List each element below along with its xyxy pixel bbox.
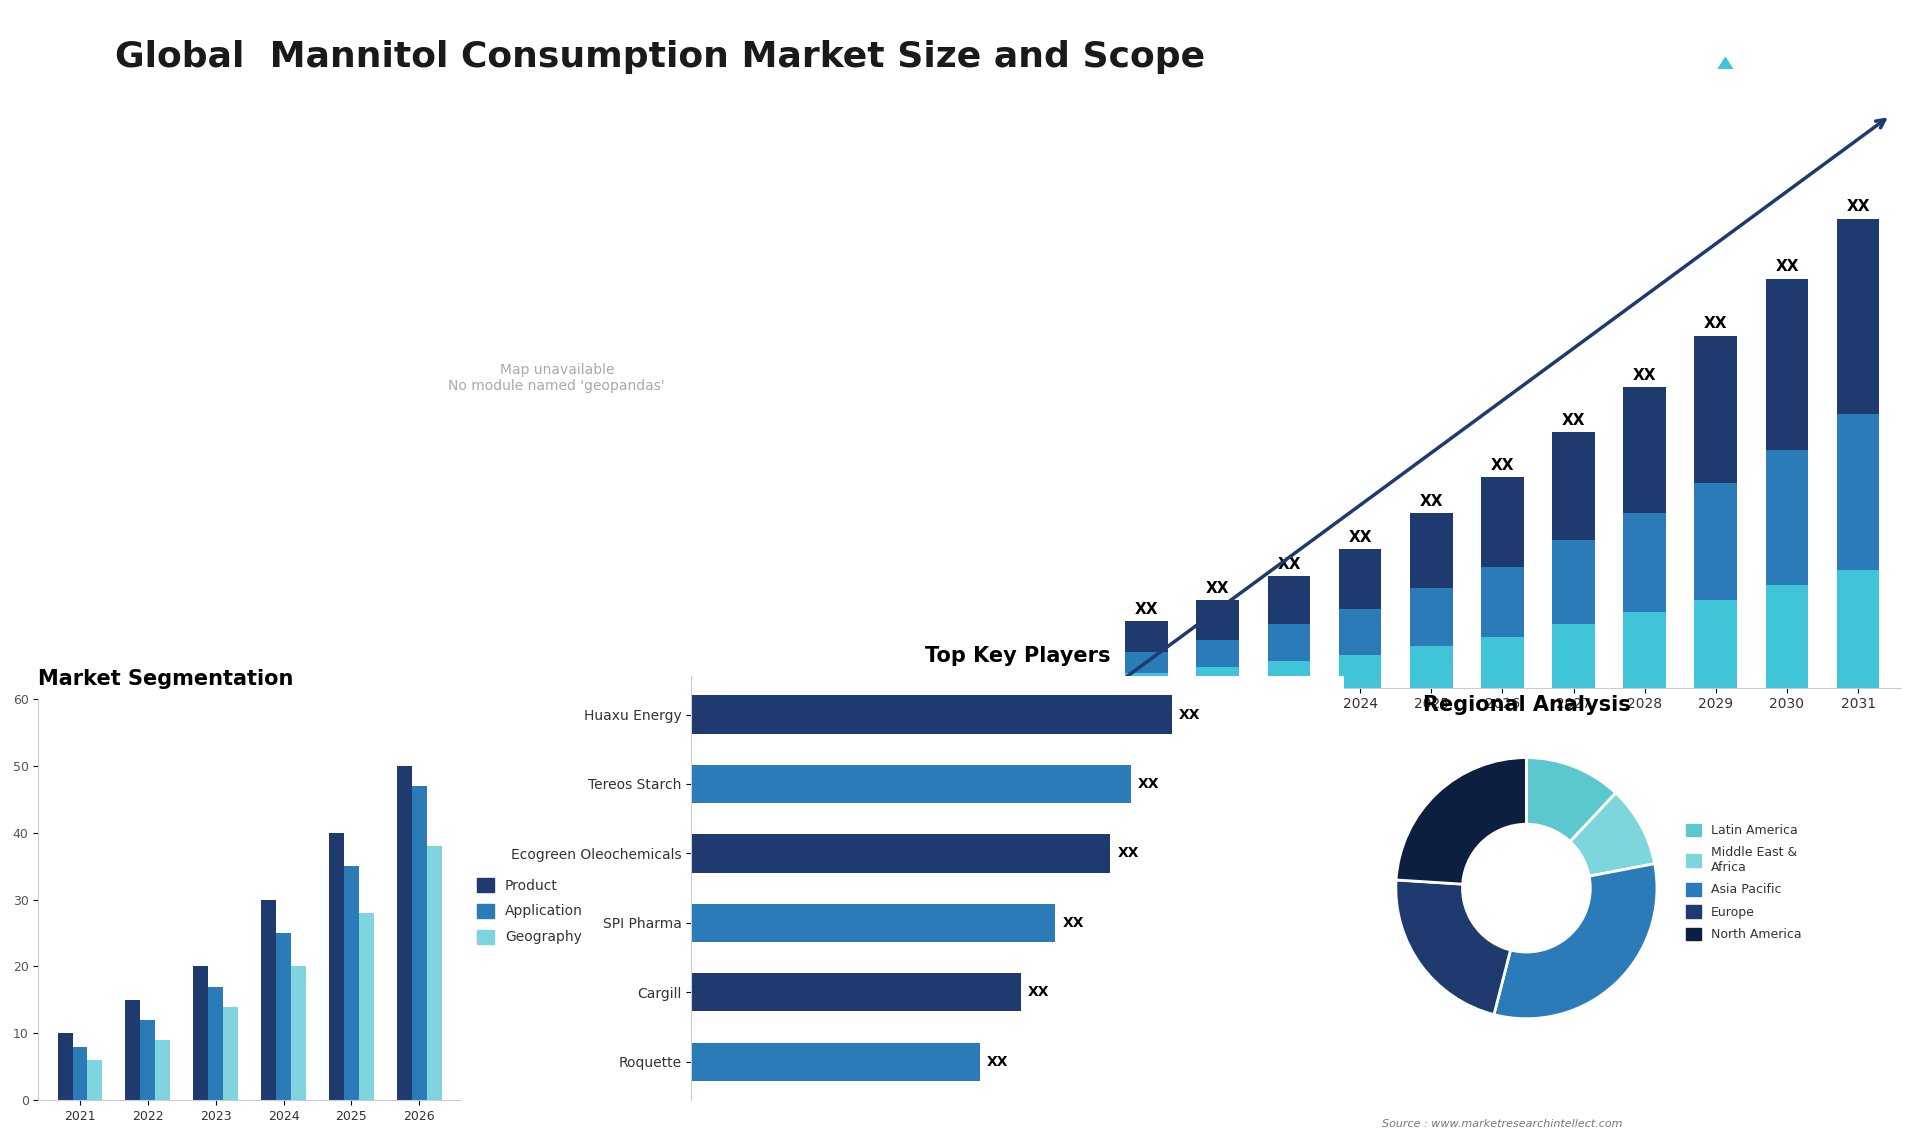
Wedge shape bbox=[1396, 880, 1526, 1014]
Bar bbox=[1837, 571, 1880, 688]
Bar bbox=[691, 904, 1056, 942]
Bar bbox=[292, 966, 305, 1100]
Bar bbox=[261, 900, 276, 1100]
Bar bbox=[1196, 667, 1238, 688]
Bar bbox=[1695, 336, 1738, 484]
Bar bbox=[1409, 588, 1453, 645]
Bar bbox=[1125, 652, 1167, 673]
Bar bbox=[411, 786, 426, 1100]
Polygon shape bbox=[1645, 57, 1728, 124]
Legend: Product, Application, Geography: Product, Application, Geography bbox=[478, 878, 584, 944]
Polygon shape bbox=[1684, 57, 1766, 124]
Bar bbox=[1766, 450, 1809, 586]
Text: XX: XX bbox=[1206, 581, 1229, 596]
Legend: Latin America, Middle East &
Africa, Asia Pacific, Europe, North America: Latin America, Middle East & Africa, Asi… bbox=[1686, 824, 1801, 941]
Text: Map unavailable
No module named 'geopandas': Map unavailable No module named 'geopand… bbox=[449, 363, 664, 393]
Bar bbox=[426, 846, 442, 1100]
Bar bbox=[1338, 610, 1382, 654]
Bar bbox=[1695, 484, 1738, 601]
Text: Global  Mannitol Consumption Market Size and Scope: Global Mannitol Consumption Market Size … bbox=[115, 40, 1206, 74]
Bar bbox=[1338, 549, 1382, 610]
Bar bbox=[1837, 219, 1880, 414]
Bar bbox=[1125, 673, 1167, 688]
Text: XX: XX bbox=[1027, 986, 1050, 999]
Circle shape bbox=[1461, 823, 1592, 953]
Bar bbox=[1837, 414, 1880, 571]
Bar bbox=[1267, 576, 1309, 625]
Bar bbox=[1125, 621, 1167, 652]
Text: XX: XX bbox=[1277, 557, 1300, 572]
Text: XX: XX bbox=[1490, 457, 1515, 472]
Bar bbox=[359, 913, 374, 1100]
Bar bbox=[156, 1041, 171, 1100]
Bar bbox=[125, 999, 140, 1100]
Text: XX: XX bbox=[987, 1054, 1008, 1069]
Wedge shape bbox=[1526, 793, 1655, 888]
Text: XX: XX bbox=[1179, 707, 1200, 722]
Bar bbox=[207, 987, 223, 1100]
Bar bbox=[140, 1020, 156, 1100]
Text: XX: XX bbox=[1062, 916, 1083, 929]
Text: XX: XX bbox=[1632, 368, 1657, 383]
Wedge shape bbox=[1526, 758, 1617, 888]
Bar bbox=[276, 933, 292, 1100]
Bar bbox=[397, 766, 411, 1100]
Text: XX: XX bbox=[1561, 413, 1586, 427]
Text: XX: XX bbox=[1847, 199, 1870, 214]
Bar bbox=[1196, 601, 1238, 639]
Bar bbox=[1622, 513, 1667, 612]
Bar bbox=[1551, 625, 1596, 688]
Bar bbox=[328, 833, 344, 1100]
Bar bbox=[223, 1006, 238, 1100]
Text: XX: XX bbox=[1419, 494, 1444, 509]
Bar bbox=[1480, 636, 1524, 688]
Bar bbox=[691, 696, 1173, 733]
Bar bbox=[1267, 625, 1309, 660]
Bar bbox=[1695, 601, 1738, 688]
Text: XX: XX bbox=[1135, 602, 1158, 617]
Bar bbox=[1409, 645, 1453, 688]
Bar bbox=[691, 834, 1110, 872]
Bar bbox=[1480, 477, 1524, 567]
Text: MARKET
RESEARCH
INTELLECT: MARKET RESEARCH INTELLECT bbox=[1766, 45, 1824, 78]
Text: XX: XX bbox=[1117, 847, 1139, 861]
Bar bbox=[1551, 432, 1596, 541]
Wedge shape bbox=[1396, 758, 1526, 888]
Bar bbox=[1622, 387, 1667, 513]
Text: XX: XX bbox=[1705, 316, 1728, 331]
Bar bbox=[344, 866, 359, 1100]
Bar bbox=[691, 1043, 979, 1081]
Text: XX: XX bbox=[1348, 529, 1373, 544]
Bar bbox=[1338, 654, 1382, 688]
Bar bbox=[88, 1060, 102, 1100]
Text: XX: XX bbox=[1139, 777, 1160, 791]
Bar bbox=[691, 973, 1021, 1012]
Wedge shape bbox=[1494, 864, 1657, 1019]
Bar bbox=[58, 1034, 73, 1100]
Bar bbox=[1766, 586, 1809, 688]
Bar bbox=[1196, 639, 1238, 667]
Bar bbox=[1622, 612, 1667, 688]
Bar bbox=[1480, 567, 1524, 636]
Bar bbox=[1267, 660, 1309, 688]
Bar bbox=[691, 764, 1131, 803]
Bar bbox=[1409, 513, 1453, 588]
Text: Source : www.marketresearchintellect.com: Source : www.marketresearchintellect.com bbox=[1382, 1118, 1622, 1129]
Text: XX: XX bbox=[1776, 259, 1799, 274]
Bar bbox=[194, 966, 207, 1100]
Bar bbox=[73, 1046, 88, 1100]
Text: Market Segmentation: Market Segmentation bbox=[38, 669, 294, 689]
Bar bbox=[1766, 278, 1809, 450]
Bar bbox=[1551, 541, 1596, 625]
Title: Regional Analysis: Regional Analysis bbox=[1423, 696, 1630, 715]
Title: Top Key Players: Top Key Players bbox=[925, 646, 1110, 666]
